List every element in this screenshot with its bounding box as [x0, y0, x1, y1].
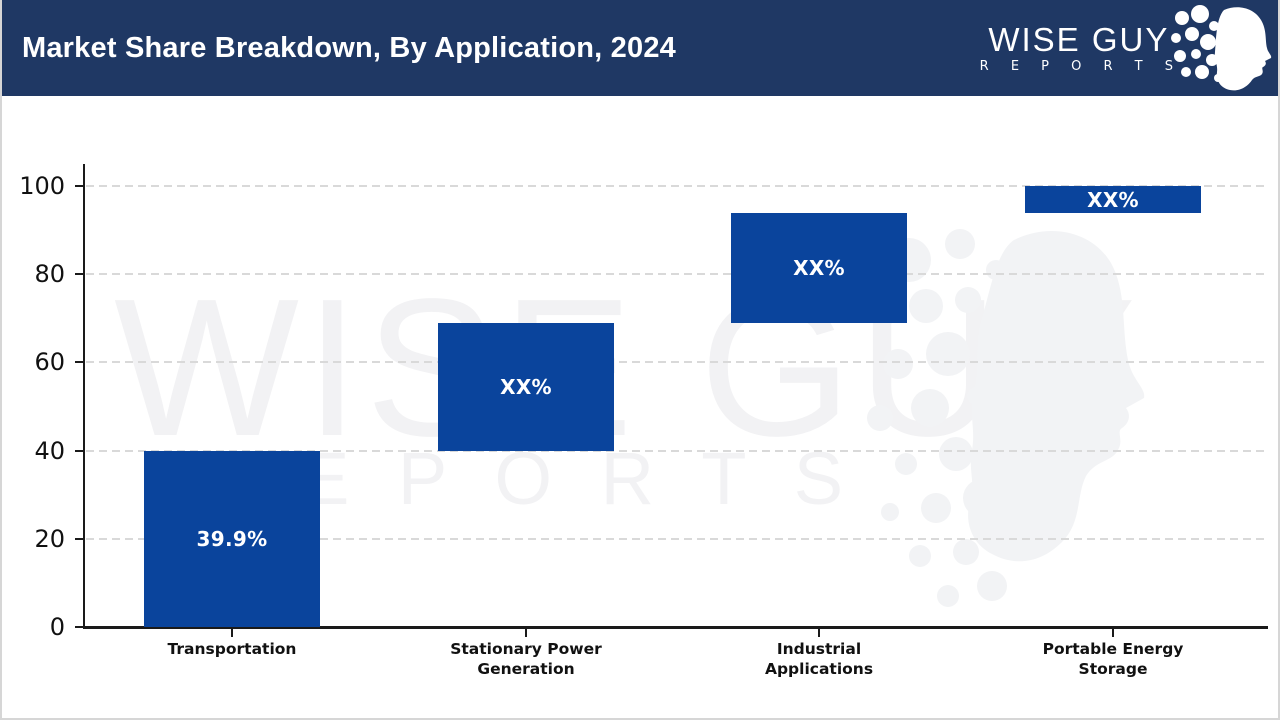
gridline-80 — [86, 273, 1264, 276]
brand-head-icon — [1171, 5, 1272, 91]
bar-transportation[interactable]: 39.9% — [144, 451, 320, 627]
y-tick-label-60: 60 — [34, 348, 65, 377]
x-tick-mark-0 — [231, 629, 233, 637]
y-tick-mark-40 — [75, 449, 83, 452]
x-tick-mark-1 — [525, 629, 527, 637]
header-bar: Market Share Breakdown, By Application, … — [2, 0, 1278, 96]
brand-name: WISE GUY — [988, 20, 1170, 58]
brand-logo-text: WISE GUY R E P O R T S — [976, 23, 1182, 74]
x-axis-spine — [83, 626, 1268, 629]
brand-logo: WISE GUY R E P O R T S — [976, 4, 1278, 92]
y-tick-mark-100 — [75, 185, 83, 187]
x-tick-mark-3 — [1112, 629, 1114, 637]
bar-value-label: 39.9% — [196, 527, 268, 551]
bar-value-label: XX% — [500, 374, 552, 399]
brand-subtitle: R E P O R T S — [979, 58, 1182, 74]
y-tick-label-0: 0 — [49, 613, 65, 641]
chart-title: Market Share Breakdown, By Application, … — [22, 31, 676, 64]
y-tick-mark-80 — [75, 273, 83, 276]
x-category-label-0: Transportation — [167, 640, 297, 658]
bar-value-label: XX% — [1087, 187, 1139, 212]
y-axis-spine — [83, 164, 85, 628]
y-tick-label-100: 100 — [19, 172, 65, 200]
bar-stationary-power-generation[interactable]: XX% — [438, 322, 614, 452]
y-tick-mark-20 — [75, 537, 83, 540]
gridline-20 — [86, 537, 1264, 540]
y-tick-mark-60 — [75, 361, 83, 364]
x-category-label-2: Industrial Applications — [764, 640, 874, 679]
gridline-40 — [86, 449, 1264, 452]
bar-value-label: XX% — [793, 256, 845, 280]
x-category-label-3: Portable Energy Storage — [1042, 640, 1184, 679]
y-tick-label-80: 80 — [34, 260, 65, 289]
bar-industrial-applications[interactable]: XX% — [731, 213, 907, 323]
gridline-60 — [86, 361, 1264, 364]
gridline-100 — [86, 185, 1264, 187]
watermark-head-icon — [867, 229, 1145, 607]
y-tick-label-40: 40 — [34, 436, 65, 465]
y-tick-mark-0 — [75, 626, 83, 628]
x-tick-mark-2 — [818, 629, 820, 637]
bar-portable-energy-storage[interactable]: XX% — [1025, 186, 1201, 214]
y-tick-label-20: 20 — [34, 524, 65, 553]
x-category-label-1: Stationary Power Generation — [450, 640, 602, 679]
